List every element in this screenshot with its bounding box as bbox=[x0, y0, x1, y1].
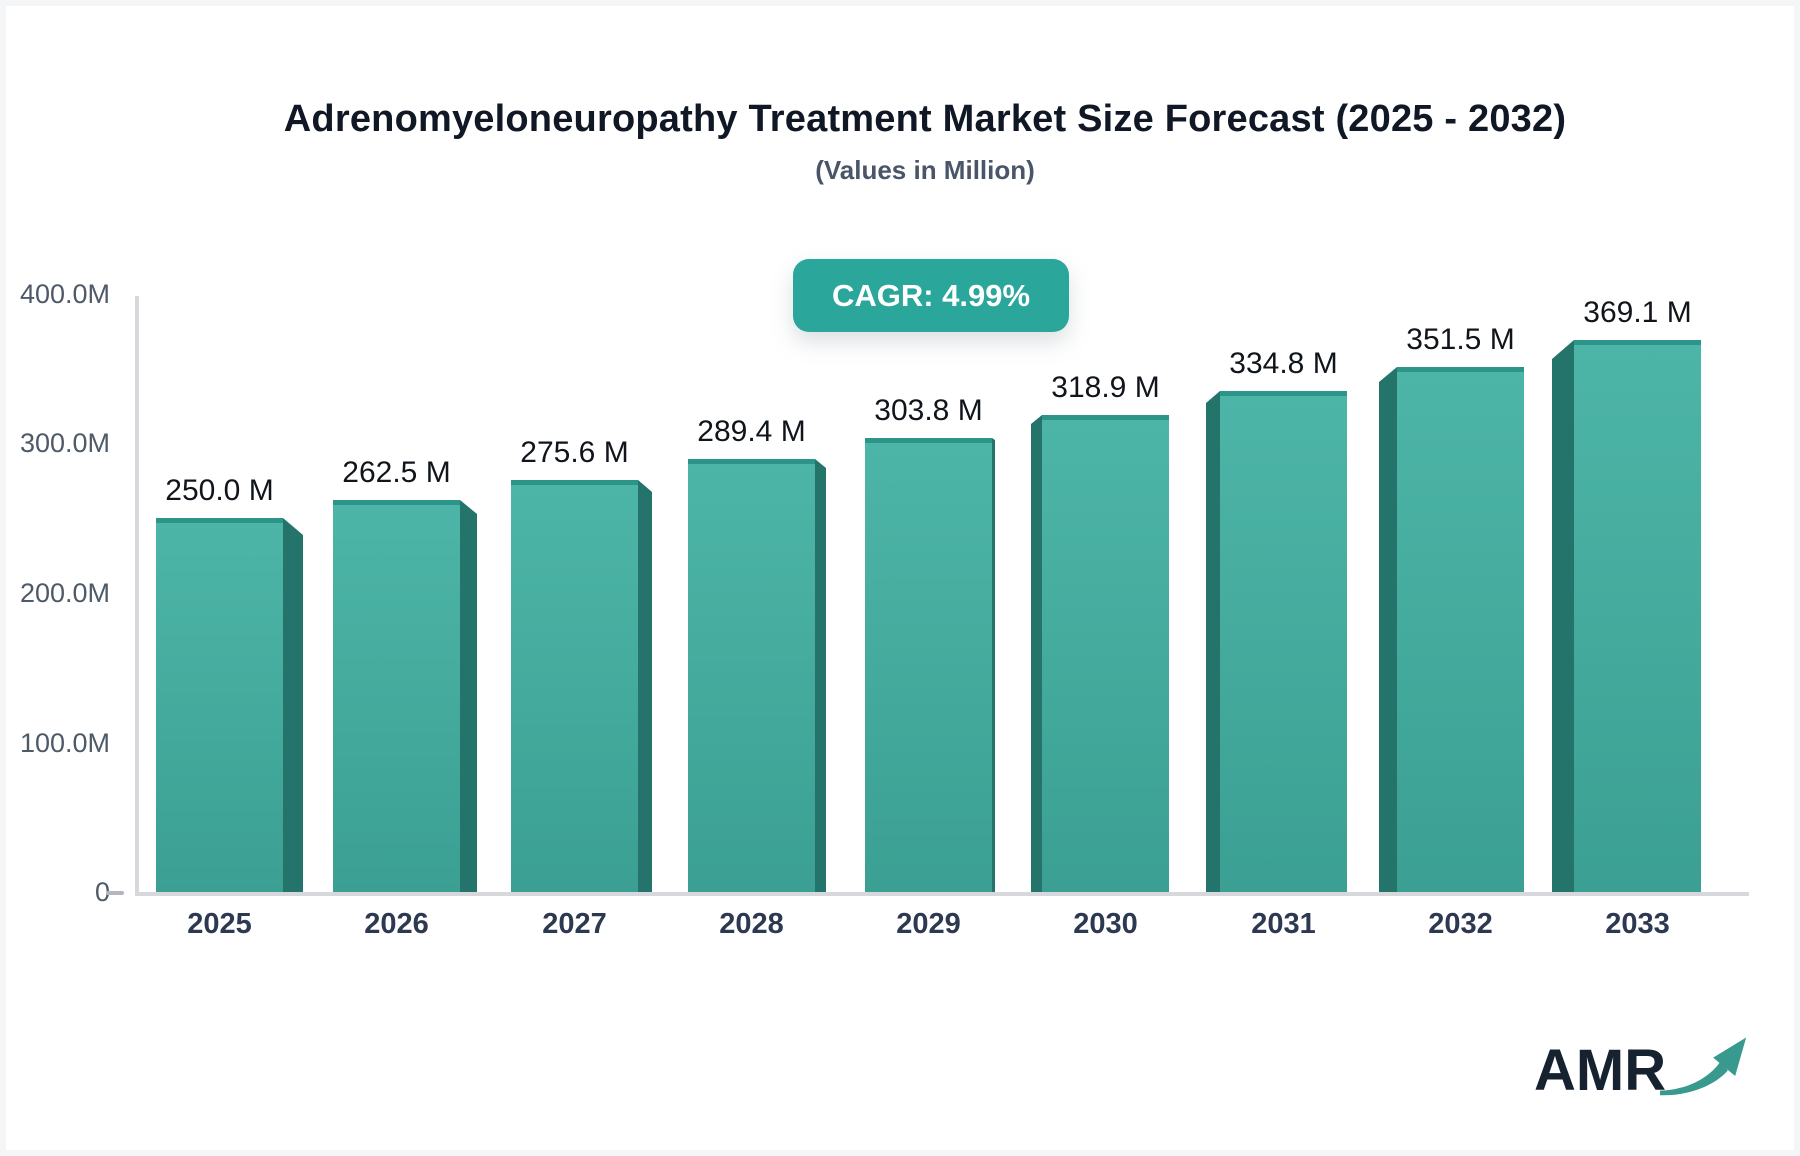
bar-2029 bbox=[865, 438, 995, 892]
bar-2025 bbox=[156, 518, 303, 892]
bar-front-face bbox=[1397, 367, 1524, 892]
bar-value-label: 334.8 M bbox=[1229, 347, 1338, 380]
bar-front-face bbox=[1574, 340, 1701, 892]
amr-logo: AMR bbox=[1534, 1032, 1750, 1102]
x-tick-label-2031: 2031 bbox=[1251, 908, 1316, 940]
chart-header: Adrenomyeloneuropathy Treatment Market S… bbox=[56, 98, 1794, 186]
amr-logo-arrow-icon bbox=[1660, 1037, 1747, 1096]
bar-value-label: 351.5 M bbox=[1406, 323, 1515, 356]
bar-2030 bbox=[1031, 415, 1169, 892]
bar-side-face bbox=[638, 480, 652, 892]
bar-front-face bbox=[333, 500, 460, 892]
x-tick-label-2026: 2026 bbox=[364, 908, 429, 940]
bar-2033 bbox=[1552, 340, 1701, 892]
bar-value-label: 289.4 M bbox=[697, 415, 806, 448]
y-tick-label-300.0M: 300.0M bbox=[19, 428, 110, 458]
bar-value-label: 303.8 M bbox=[874, 394, 983, 427]
bar-value-label: 275.6 M bbox=[520, 436, 629, 469]
bar-value-label: 250.0 M bbox=[165, 474, 274, 507]
y-tick-label-400.0M: 400.0M bbox=[19, 279, 110, 309]
bar-2026 bbox=[333, 500, 477, 892]
y-tick-label-100.0M: 100.0M bbox=[19, 728, 110, 758]
bar-front-face bbox=[511, 480, 638, 892]
cagr-badge: CAGR: 4.99% bbox=[793, 259, 1069, 332]
cagr-badge-label: CAGR: 4.99% bbox=[831, 277, 1031, 313]
bar-value-label: 369.1 M bbox=[1583, 296, 1692, 329]
bar-2031 bbox=[1206, 391, 1347, 892]
bar-side-face bbox=[1206, 391, 1220, 892]
bar-side-face bbox=[460, 500, 477, 892]
bar-value-label: 262.5 M bbox=[342, 456, 451, 489]
amr-logo-text: AMR bbox=[1534, 1038, 1667, 1103]
y-tick-label-0: 0 bbox=[94, 877, 110, 907]
x-tick-label-2032: 2032 bbox=[1428, 908, 1493, 940]
bar-front-face bbox=[1042, 415, 1169, 892]
chart-card: Adrenomyeloneuropathy Treatment Market S… bbox=[6, 6, 1794, 1150]
x-tick-label-2025: 2025 bbox=[187, 908, 252, 940]
bar-2028 bbox=[688, 459, 826, 892]
bar-2032 bbox=[1379, 367, 1524, 892]
x-tick-label-2029: 2029 bbox=[896, 908, 961, 940]
bar-value-label: 318.9 M bbox=[1051, 371, 1160, 404]
bar-front-face bbox=[1220, 391, 1347, 892]
bar-side-face bbox=[283, 518, 303, 892]
bar-front-face bbox=[688, 459, 815, 892]
bar-2027 bbox=[511, 480, 652, 892]
x-tick-label-2028: 2028 bbox=[719, 908, 784, 940]
bar-side-face bbox=[1552, 340, 1574, 892]
x-tick-label-2033: 2033 bbox=[1605, 908, 1670, 940]
bar-front-face bbox=[156, 518, 283, 892]
chart-title: Adrenomyeloneuropathy Treatment Market S… bbox=[283, 98, 1567, 140]
x-axis-line bbox=[135, 892, 1749, 896]
bar-side-face bbox=[992, 438, 995, 892]
x-tick-label-2030: 2030 bbox=[1073, 908, 1138, 940]
bar-side-face bbox=[815, 459, 826, 892]
x-tick-label-2027: 2027 bbox=[542, 908, 607, 940]
bar-front-face bbox=[865, 438, 992, 892]
zero-tick-mark bbox=[106, 891, 124, 895]
bar-side-face bbox=[1379, 367, 1397, 892]
bar-side-face bbox=[1031, 415, 1042, 892]
y-axis-line bbox=[135, 296, 139, 894]
chart-subtitle: (Values in Million) bbox=[815, 155, 1035, 185]
y-tick-label-200.0M: 200.0M bbox=[19, 578, 110, 608]
